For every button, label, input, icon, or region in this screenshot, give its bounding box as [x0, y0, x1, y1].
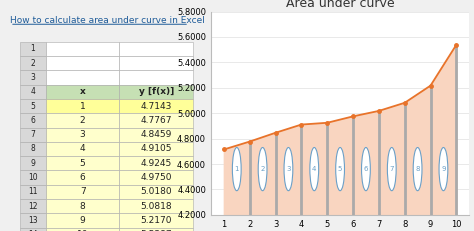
Bar [20, 42, 46, 56]
Text: 11: 11 [28, 188, 37, 196]
Text: 7: 7 [30, 130, 35, 139]
Circle shape [439, 148, 448, 191]
Text: 5.0180: 5.0180 [140, 188, 172, 196]
Bar [46, 128, 119, 142]
Text: 13: 13 [28, 216, 37, 225]
Bar [119, 199, 193, 213]
Text: 5: 5 [80, 159, 85, 168]
Text: 12: 12 [28, 202, 37, 211]
Text: 8: 8 [80, 202, 85, 211]
Text: 3: 3 [286, 166, 291, 172]
Bar [46, 70, 119, 85]
Text: 4: 4 [312, 166, 317, 172]
Text: 8: 8 [415, 166, 420, 172]
Bar [20, 128, 46, 142]
Text: 4.7767: 4.7767 [140, 116, 172, 125]
Bar [119, 185, 193, 199]
Text: 5.2170: 5.2170 [140, 216, 172, 225]
Bar [46, 199, 119, 213]
Text: 4.9750: 4.9750 [140, 173, 172, 182]
Text: 5: 5 [30, 102, 35, 110]
Text: 6: 6 [364, 166, 368, 172]
Text: 4.9245: 4.9245 [141, 159, 172, 168]
Bar [119, 170, 193, 185]
Bar [119, 213, 193, 228]
Text: 4: 4 [80, 145, 85, 153]
Bar [20, 99, 46, 113]
Circle shape [258, 148, 267, 191]
Text: y [f(x)]: y [f(x)] [139, 87, 174, 96]
Text: 8: 8 [30, 145, 35, 153]
Bar [46, 170, 119, 185]
Text: 1: 1 [30, 44, 35, 53]
Text: 4.9105: 4.9105 [140, 145, 172, 153]
Circle shape [284, 148, 293, 191]
Text: How to calculate area under curve in Excel: How to calculate area under curve in Exc… [10, 16, 205, 25]
Bar [119, 128, 193, 142]
Bar [119, 56, 193, 70]
Bar [119, 85, 193, 99]
Bar [46, 99, 119, 113]
Bar [20, 113, 46, 128]
Text: 2: 2 [80, 116, 85, 125]
Text: 6: 6 [80, 173, 85, 182]
Bar [46, 85, 119, 99]
Text: 6: 6 [30, 116, 35, 125]
Circle shape [336, 148, 345, 191]
Circle shape [232, 148, 241, 191]
Title: Area under curve: Area under curve [286, 0, 394, 10]
Text: 2: 2 [260, 166, 265, 172]
Text: 4: 4 [30, 87, 35, 96]
Text: 9: 9 [80, 216, 85, 225]
Text: 9: 9 [441, 166, 446, 172]
Text: 9: 9 [30, 159, 35, 168]
Bar [20, 213, 46, 228]
Bar [119, 228, 193, 231]
Bar [20, 228, 46, 231]
Circle shape [413, 148, 422, 191]
Text: 5: 5 [338, 166, 342, 172]
Bar [46, 213, 119, 228]
Text: 3: 3 [30, 73, 35, 82]
Bar [119, 113, 193, 128]
Bar [20, 70, 46, 85]
Circle shape [362, 148, 370, 191]
Bar [46, 156, 119, 170]
Bar [20, 85, 46, 99]
Bar [46, 42, 119, 56]
Text: 3: 3 [80, 130, 85, 139]
Bar [46, 228, 119, 231]
Bar [20, 142, 46, 156]
Text: 7: 7 [390, 166, 394, 172]
Circle shape [310, 148, 319, 191]
Text: 1: 1 [235, 166, 239, 172]
Bar [119, 99, 193, 113]
Bar [119, 70, 193, 85]
Text: 4.7143: 4.7143 [141, 102, 172, 110]
Circle shape [387, 148, 396, 191]
Bar [20, 170, 46, 185]
Text: x: x [80, 87, 85, 96]
Bar [20, 156, 46, 170]
Bar [20, 56, 46, 70]
Bar [46, 185, 119, 199]
Bar [20, 199, 46, 213]
Bar [119, 42, 193, 56]
Text: 7: 7 [80, 188, 85, 196]
Bar [46, 56, 119, 70]
Text: 10: 10 [28, 173, 37, 182]
Bar [119, 142, 193, 156]
Bar [46, 142, 119, 156]
Bar [20, 185, 46, 199]
Text: 4.8459: 4.8459 [141, 130, 172, 139]
Text: 5.0818: 5.0818 [140, 202, 172, 211]
Bar [119, 156, 193, 170]
Text: 1: 1 [80, 102, 85, 110]
Bar [46, 113, 119, 128]
Text: 2: 2 [30, 59, 35, 67]
